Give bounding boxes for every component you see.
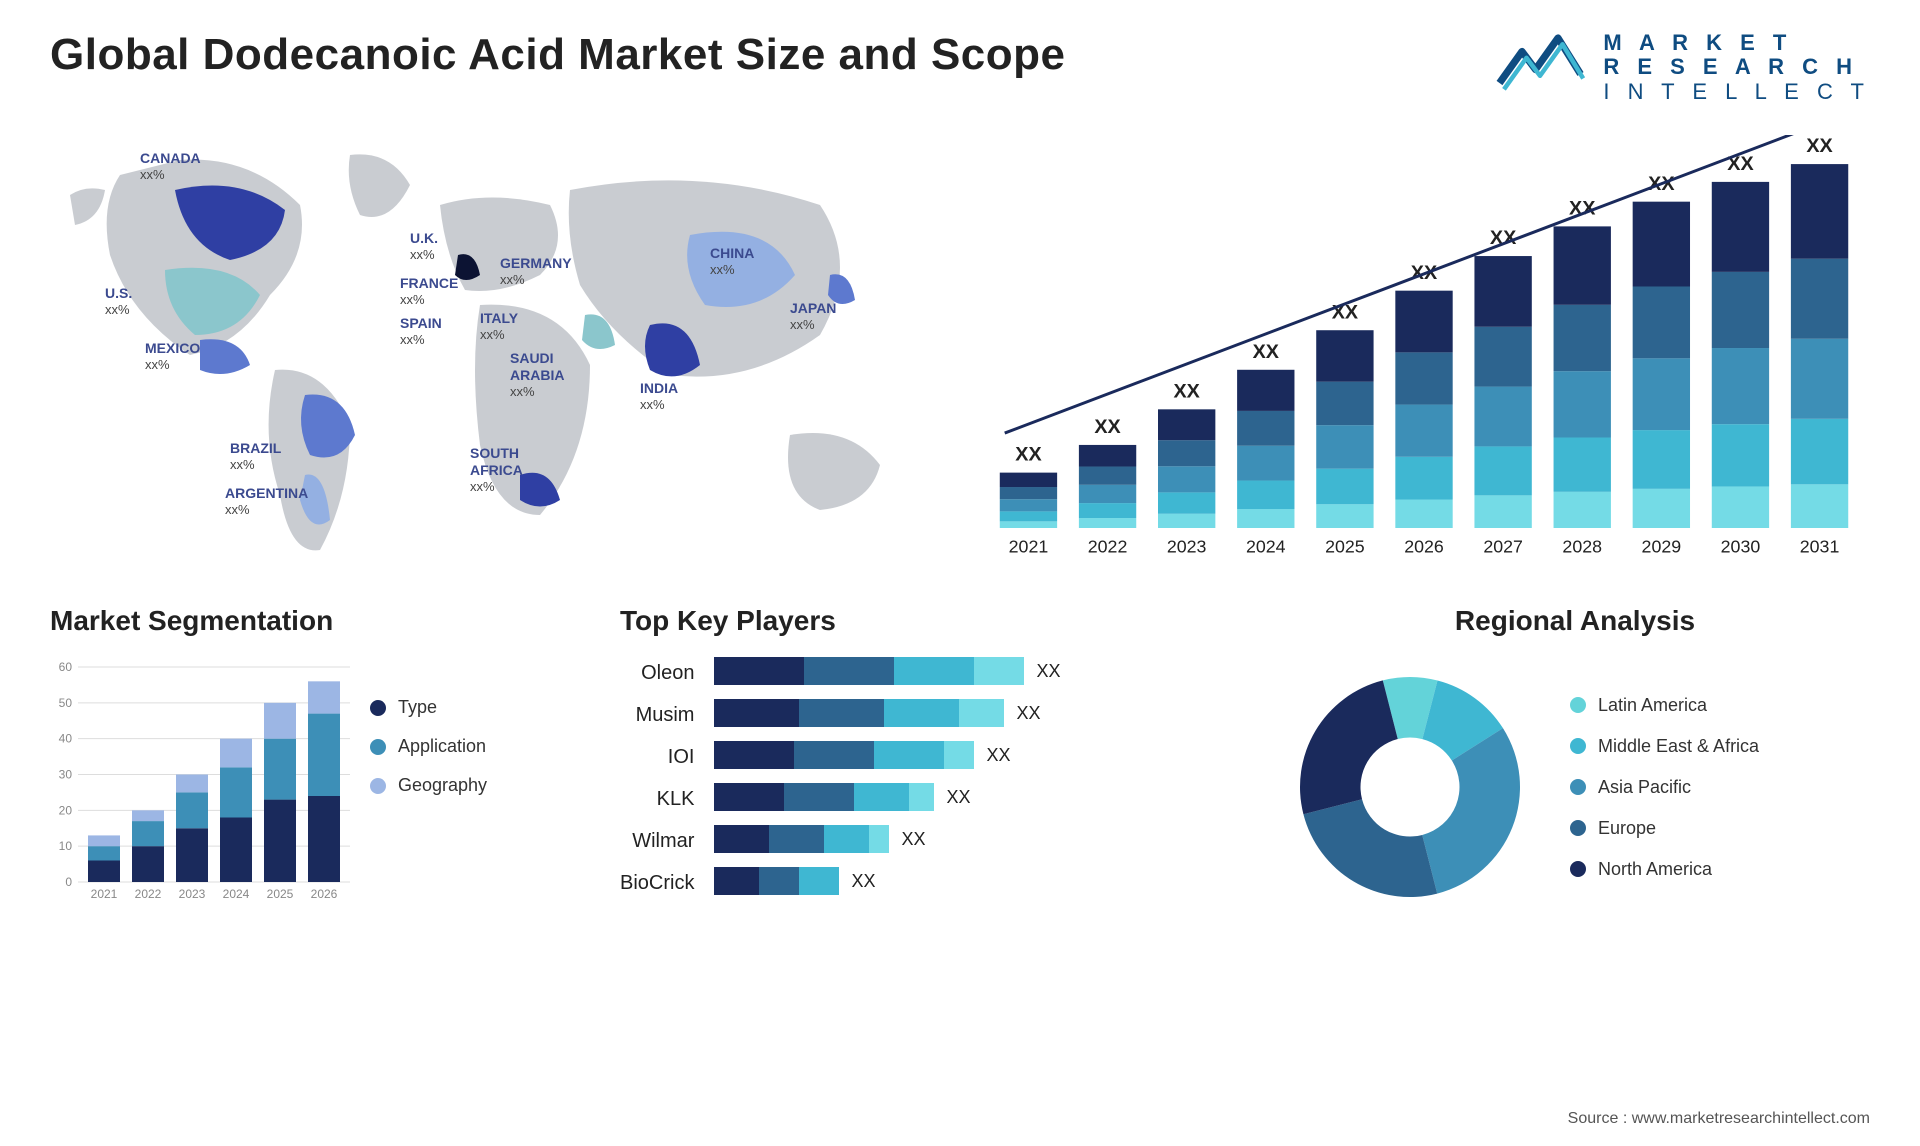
region-legend-north-america: North America bbox=[1570, 859, 1759, 880]
growth-bar-chart: 2021XX2022XX2023XX2024XX2025XX2026XX2027… bbox=[980, 135, 1870, 565]
player-label-klk: KLK bbox=[657, 785, 695, 813]
map-label-spain: SPAINxx% bbox=[400, 315, 442, 347]
map-label-u-k-: U.K.xx% bbox=[410, 230, 438, 262]
svg-text:XX: XX bbox=[1253, 341, 1280, 363]
seg-legend-type: Type bbox=[370, 697, 487, 718]
player-bar-klk: XX bbox=[714, 783, 1060, 811]
map-label-india: INDIAxx% bbox=[640, 380, 678, 412]
player-value: XX bbox=[1016, 703, 1040, 724]
logo-line1: M A R K E T bbox=[1603, 31, 1870, 55]
svg-text:20: 20 bbox=[59, 803, 73, 817]
map-label-saudi-arabia: SAUDI ARABIAxx% bbox=[510, 350, 590, 399]
svg-text:2026: 2026 bbox=[311, 887, 338, 901]
source-label: Source : www.marketresearchintellect.com bbox=[1568, 1110, 1870, 1128]
player-value: XX bbox=[851, 871, 875, 892]
map-label-italy: ITALYxx% bbox=[480, 310, 518, 342]
svg-text:2022: 2022 bbox=[135, 887, 162, 901]
player-bar-wilmar: XX bbox=[714, 825, 1060, 853]
logo-icon bbox=[1495, 30, 1585, 105]
region-legend-asia-pacific: Asia Pacific bbox=[1570, 777, 1759, 798]
svg-text:2021: 2021 bbox=[91, 887, 118, 901]
svg-text:XX: XX bbox=[1015, 444, 1042, 466]
svg-text:2026: 2026 bbox=[1404, 537, 1444, 557]
svg-text:XX: XX bbox=[1173, 380, 1200, 402]
player-value: XX bbox=[901, 829, 925, 850]
svg-text:2023: 2023 bbox=[1167, 537, 1207, 557]
svg-text:2023: 2023 bbox=[179, 887, 206, 901]
seg-legend-geography: Geography bbox=[370, 775, 487, 796]
player-value: XX bbox=[986, 745, 1010, 766]
player-bar-biocrick: XX bbox=[714, 867, 1060, 895]
logo-line2: R E S E A R C H bbox=[1603, 55, 1870, 79]
player-bar-ioi: XX bbox=[714, 741, 1060, 769]
svg-text:2028: 2028 bbox=[1562, 537, 1602, 557]
svg-text:30: 30 bbox=[59, 768, 73, 782]
page-title: Global Dodecanoic Acid Market Size and S… bbox=[50, 30, 1066, 80]
svg-text:50: 50 bbox=[59, 696, 73, 710]
segmentation-title: Market Segmentation bbox=[50, 605, 580, 637]
map-label-argentina: ARGENTINAxx% bbox=[225, 485, 308, 517]
regional-title: Regional Analysis bbox=[1280, 605, 1870, 637]
player-label-oleon: Oleon bbox=[641, 659, 694, 687]
player-label-wilmar: Wilmar bbox=[632, 827, 694, 855]
svg-text:XX: XX bbox=[1806, 135, 1833, 157]
svg-text:10: 10 bbox=[59, 839, 73, 853]
svg-text:40: 40 bbox=[59, 732, 73, 746]
svg-text:2021: 2021 bbox=[1009, 537, 1049, 557]
region-legend-europe: Europe bbox=[1570, 818, 1759, 839]
segmentation-panel: Market Segmentation 0 10 20 30 40 50 60 2021 202… bbox=[50, 605, 580, 917]
svg-text:2022: 2022 bbox=[1088, 537, 1128, 557]
seg-legend-application: Application bbox=[370, 736, 487, 757]
map-label-japan: JAPANxx% bbox=[790, 300, 836, 332]
map-label-brazil: BRAZILxx% bbox=[230, 440, 281, 472]
players-title: Top Key Players bbox=[620, 605, 1240, 637]
svg-text:2027: 2027 bbox=[1483, 537, 1523, 557]
players-panel: Top Key Players Oleon Musim IOI KLK Wilmar Bi… bbox=[620, 605, 1240, 917]
brand-logo: M A R K E T R E S E A R C H I N T E L L … bbox=[1495, 30, 1870, 105]
player-value: XX bbox=[946, 787, 970, 808]
svg-text:2025: 2025 bbox=[1325, 537, 1365, 557]
map-label-mexico: MEXICOxx% bbox=[145, 340, 200, 372]
player-bar-oleon: XX bbox=[714, 657, 1060, 685]
regional-panel: Regional Analysis Latin America Middle Ea… bbox=[1280, 605, 1870, 917]
svg-text:60: 60 bbox=[59, 660, 73, 674]
map-label-germany: GERMANYxx% bbox=[500, 255, 572, 287]
map-label-south-africa: SOUTH AFRICAxx% bbox=[470, 445, 540, 494]
player-bar-musim: XX bbox=[714, 699, 1060, 727]
svg-text:2025: 2025 bbox=[267, 887, 294, 901]
svg-text:2024: 2024 bbox=[223, 887, 250, 901]
svg-text:0: 0 bbox=[65, 875, 72, 889]
regional-donut-chart bbox=[1280, 657, 1540, 917]
logo-line3: I N T E L L E C T bbox=[1603, 80, 1870, 104]
svg-text:XX: XX bbox=[1094, 416, 1121, 438]
svg-text:2030: 2030 bbox=[1721, 537, 1761, 557]
world-map: CANADAxx% U.S.xx% MEXICOxx% BRAZILxx% ARGENT… bbox=[50, 135, 930, 565]
player-value: XX bbox=[1036, 661, 1060, 682]
player-label-ioi: IOI bbox=[668, 743, 695, 771]
map-label-u-s-: U.S.xx% bbox=[105, 285, 132, 317]
map-label-canada: CANADAxx% bbox=[140, 150, 201, 182]
map-label-china: CHINAxx% bbox=[710, 245, 754, 277]
segmentation-chart: 0 10 20 30 40 50 60 2021 2022 2023 2024 2025 2026 bbox=[50, 657, 350, 907]
svg-text:2029: 2029 bbox=[1642, 537, 1682, 557]
svg-text:2024: 2024 bbox=[1246, 537, 1286, 557]
player-label-biocrick: BioCrick bbox=[620, 869, 694, 897]
svg-text:2031: 2031 bbox=[1800, 537, 1840, 557]
region-legend-middle-east-africa: Middle East & Africa bbox=[1570, 736, 1759, 757]
region-legend-latin-america: Latin America bbox=[1570, 695, 1759, 716]
map-label-france: FRANCExx% bbox=[400, 275, 458, 307]
player-label-musim: Musim bbox=[636, 701, 695, 729]
